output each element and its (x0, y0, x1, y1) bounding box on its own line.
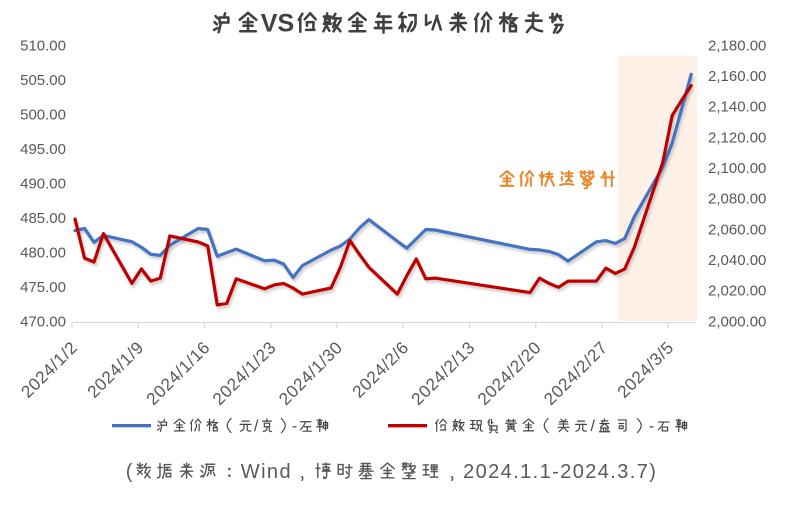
svg-text:-: - (649, 418, 656, 435)
svg-text:500.00: 500.00 (20, 106, 66, 123)
svg-text:Wind: Wind (241, 461, 292, 483)
svg-text:2,180.00: 2,180.00 (708, 37, 766, 54)
svg-text:-: - (292, 418, 298, 435)
svg-text:505.00: 505.00 (20, 72, 66, 89)
svg-text:2,100.00: 2,100.00 (708, 160, 766, 177)
svg-text:485.00: 485.00 (20, 210, 66, 227)
svg-text:2,160.00: 2,160.00 (708, 68, 766, 85)
svg-text:2,000.00: 2,000.00 (708, 313, 766, 330)
svg-text:/: / (591, 418, 597, 435)
svg-text:490.00: 490.00 (20, 175, 66, 192)
svg-text:2,120.00: 2,120.00 (708, 129, 766, 146)
svg-text:2024.1.1-2024.3.7): 2024.1.1-2024.3.7) (463, 461, 657, 483)
svg-text:495.00: 495.00 (20, 141, 66, 158)
svg-text:VS: VS (261, 10, 295, 38)
svg-text:475.00: 475.00 (20, 279, 66, 296)
svg-text:2,080.00: 2,080.00 (708, 191, 766, 208)
svg-text:2,040.00: 2,040.00 (708, 252, 766, 269)
svg-text:2,060.00: 2,060.00 (708, 221, 766, 238)
svg-text:2,140.00: 2,140.00 (708, 99, 766, 116)
svg-text:/: / (254, 418, 259, 435)
svg-text:470.00: 470.00 (20, 313, 66, 330)
svg-text:480.00: 480.00 (20, 244, 66, 261)
svg-text:(: ( (126, 461, 134, 483)
svg-text:510.00: 510.00 (20, 37, 66, 54)
svg-text:2,020.00: 2,020.00 (708, 283, 766, 300)
